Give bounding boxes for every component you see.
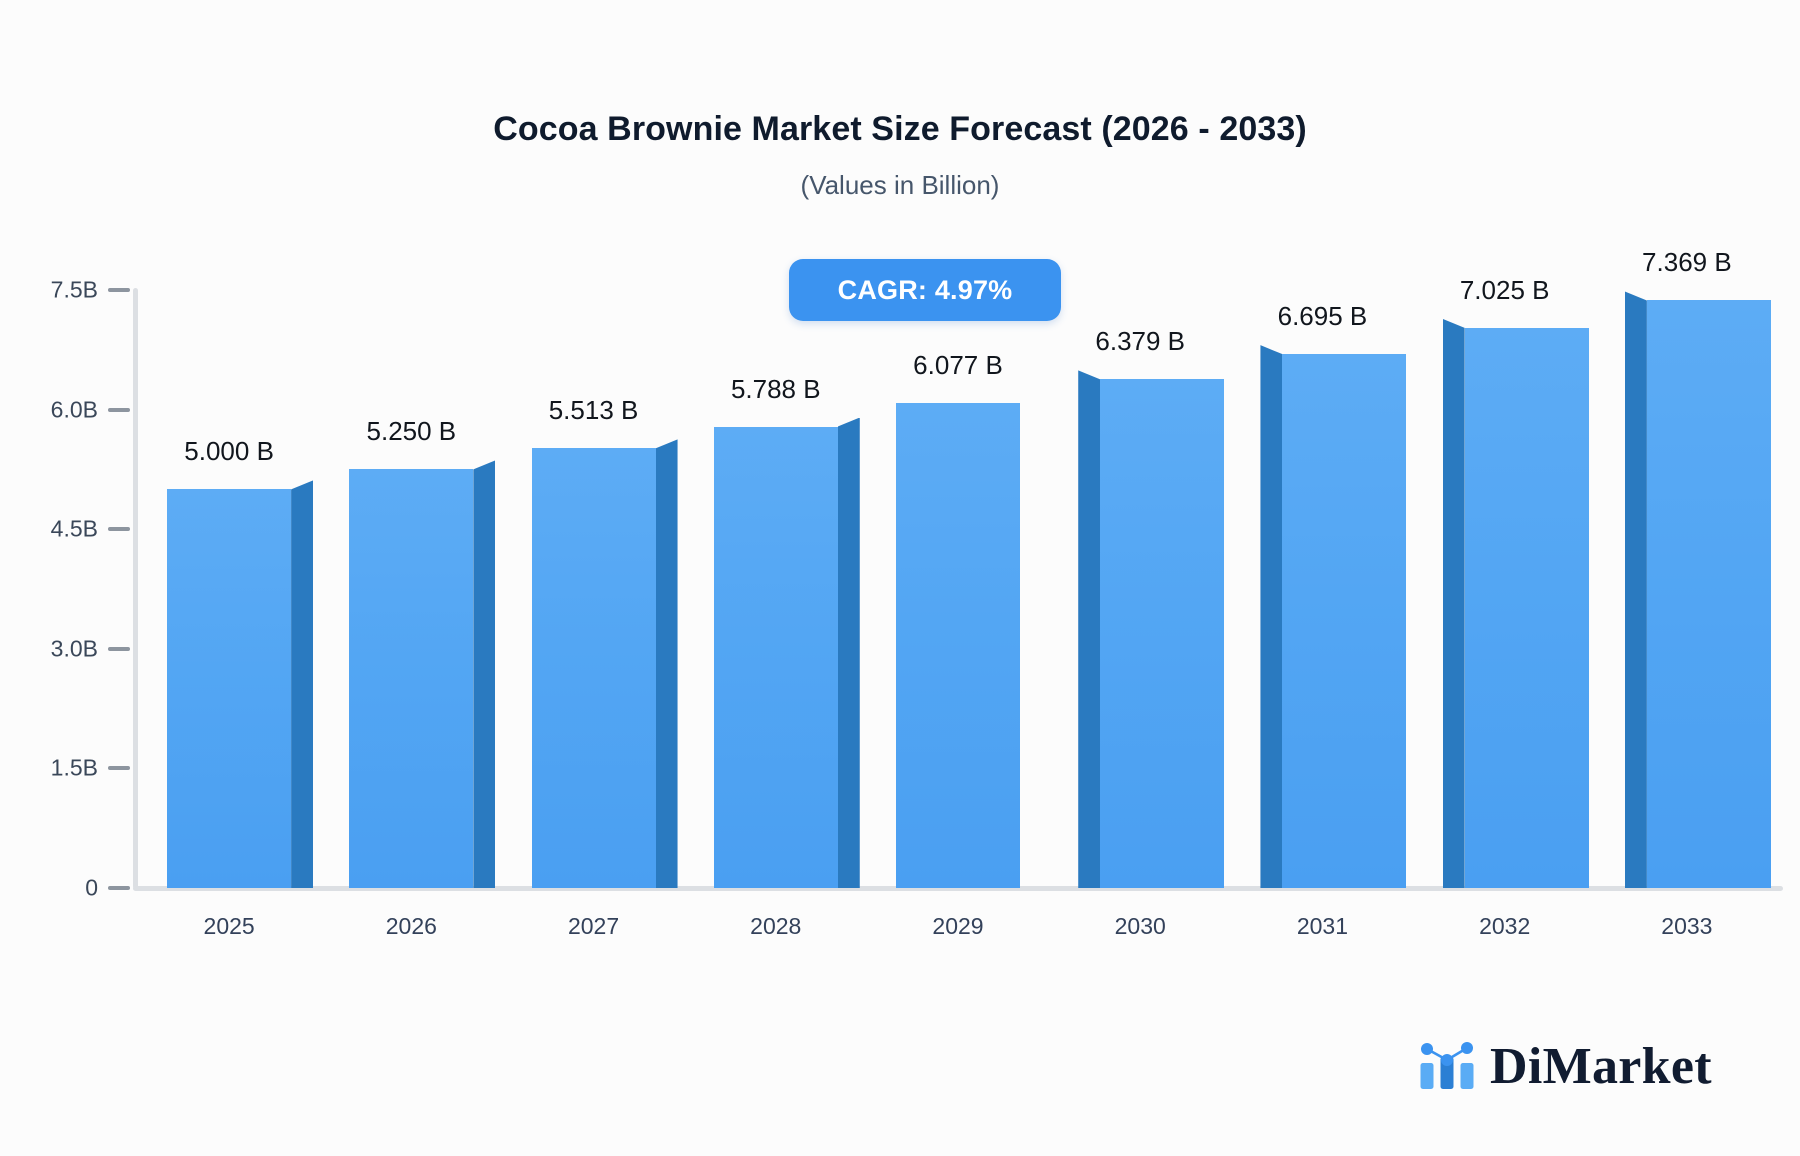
bar-2033 bbox=[1624, 291, 1771, 888]
bar-value-label: 6.695 B bbox=[1277, 301, 1368, 332]
y-tick-mark bbox=[108, 646, 130, 651]
bar-2029 bbox=[896, 394, 1042, 888]
bar-front-face bbox=[713, 426, 838, 888]
x-axis-line bbox=[133, 886, 1783, 891]
y-tick-mark bbox=[108, 288, 130, 292]
y-tick-label: 4.5B bbox=[50, 515, 98, 542]
x-tick-label-2028: 2028 bbox=[750, 913, 802, 939]
x-tick-label-2031: 2031 bbox=[1296, 913, 1349, 939]
bar-front-face bbox=[896, 403, 1020, 888]
page-title: Cocoa Brownie Market Size Forecast (2026… bbox=[493, 110, 1307, 148]
x-tick-label-2033: 2033 bbox=[1661, 913, 1713, 939]
bar-front-face bbox=[1646, 300, 1771, 888]
bar-chart-icon bbox=[1418, 1038, 1476, 1095]
x-tick-label-2027: 2027 bbox=[567, 913, 620, 939]
bar-side-face bbox=[473, 460, 496, 888]
bar-front-face bbox=[167, 489, 292, 888]
bar-side-face bbox=[1260, 345, 1283, 888]
bar-2032 bbox=[1442, 318, 1589, 888]
y-tick-label: 6.0B bbox=[50, 396, 98, 423]
chart-subtitle: (Values in Billion) bbox=[800, 170, 1000, 200]
bar-front-face bbox=[1100, 379, 1225, 888]
bar-value-label: 7.025 B bbox=[1459, 274, 1550, 305]
bar-side-face bbox=[1078, 370, 1101, 888]
bar-2031 bbox=[1260, 345, 1407, 888]
bar-2027 bbox=[531, 439, 678, 888]
y-tick-label: 0 bbox=[85, 874, 98, 901]
y-tick-mark bbox=[108, 886, 130, 890]
bar-value-label: 7.369 B bbox=[1642, 247, 1732, 278]
bar-value-label: 5.250 B bbox=[366, 416, 457, 447]
y-tick-label: 7.5B bbox=[50, 276, 98, 303]
y-tick-label: 1.5B bbox=[50, 754, 98, 781]
bar-side-face bbox=[655, 439, 678, 888]
brand-logo: DiMarket bbox=[1418, 1038, 1712, 1095]
bar-front-face bbox=[1464, 327, 1589, 888]
cagr-badge: CAGR: 4.97% bbox=[789, 259, 1061, 321]
bar-2028 bbox=[713, 417, 860, 888]
bar-2030 bbox=[1078, 370, 1225, 888]
y-tick-mark bbox=[108, 766, 130, 771]
x-tick-label-2025: 2025 bbox=[203, 913, 255, 939]
y-tick-mark bbox=[108, 527, 130, 532]
bar-side-face bbox=[1442, 318, 1465, 888]
bar-side-face bbox=[1624, 291, 1647, 888]
x-tick-label-2032: 2032 bbox=[1479, 913, 1531, 939]
y-axis-ticks: 0 1.5B 3.0B 4.5B 6.0B 7.5B bbox=[0, 0, 133, 1156]
x-tick-label-2029: 2029 bbox=[932, 913, 984, 939]
bar-value-label: 5.000 B bbox=[184, 436, 274, 467]
y-axis-line bbox=[133, 288, 138, 889]
bar-value-label: 5.513 B bbox=[548, 395, 639, 426]
bar-value-label: 6.077 B bbox=[913, 350, 1003, 381]
logo-text: DiMarket bbox=[1490, 1037, 1712, 1095]
y-tick-label: 3.0B bbox=[50, 635, 98, 662]
bar-side-face bbox=[837, 417, 860, 888]
bar-value-label: 6.379 B bbox=[1095, 326, 1186, 357]
bar-front-face bbox=[1282, 354, 1407, 888]
y-tick-mark bbox=[108, 407, 130, 412]
bar-front-face bbox=[349, 469, 474, 888]
bar-side-face bbox=[291, 480, 314, 888]
x-tick-label-2026: 2026 bbox=[385, 913, 437, 939]
cagr-badge-label: CAGR: 4.97% bbox=[837, 274, 1013, 305]
bar-2026 bbox=[349, 460, 496, 888]
bar-2025 bbox=[167, 480, 314, 888]
bar-value-label: 5.788 B bbox=[730, 373, 821, 404]
x-tick-label-2030: 2030 bbox=[1114, 913, 1166, 939]
bar-front-face bbox=[531, 448, 656, 888]
